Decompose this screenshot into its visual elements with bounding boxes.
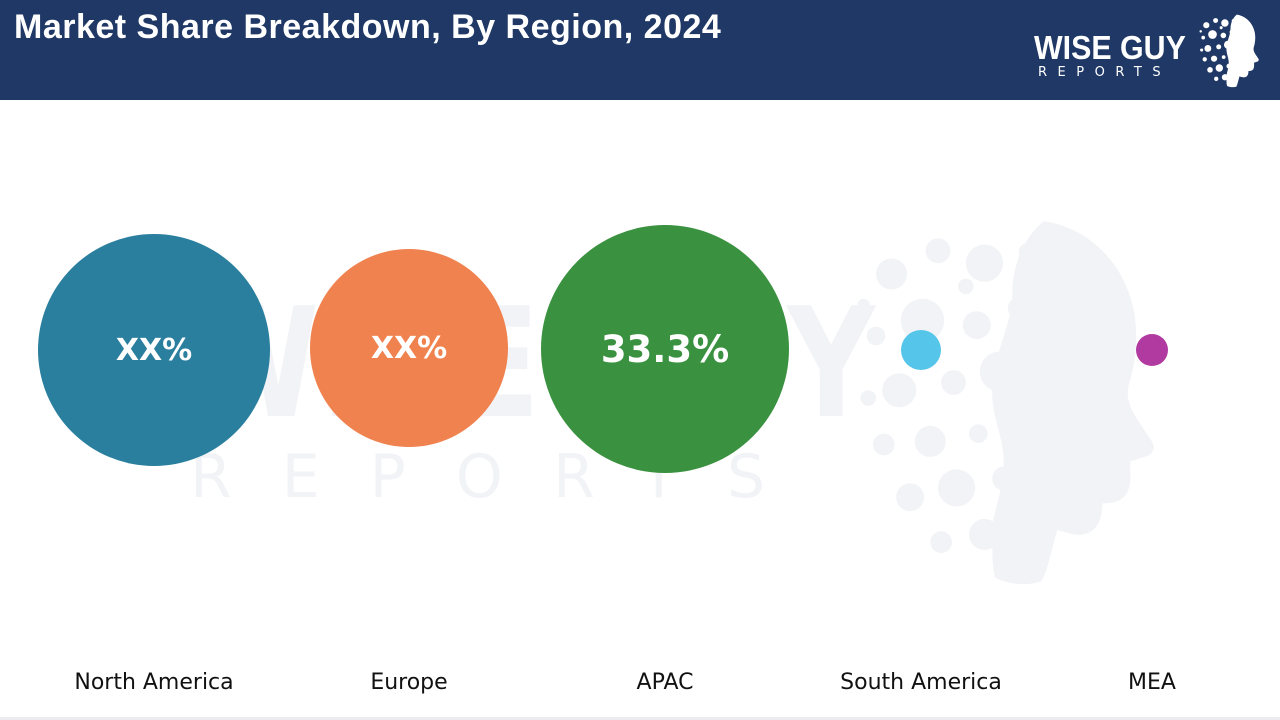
bubble-mea bbox=[1136, 334, 1168, 366]
wise-guy-reports-logo: WISE GUY REPORTS bbox=[1034, 6, 1272, 94]
category-label-apac: APAC bbox=[636, 670, 694, 695]
bottom-divider bbox=[0, 717, 1280, 720]
category-label-north-america: North America bbox=[74, 670, 234, 695]
category-label-south-america: South America bbox=[840, 670, 1002, 695]
watermark-head-icon bbox=[845, 212, 1155, 584]
bubble-south-america bbox=[901, 330, 941, 370]
bubble-value-label: XX% bbox=[115, 332, 193, 368]
bubble-apac: 33.3% bbox=[541, 225, 789, 473]
bubble-chart: WISE GUY REPORTS XX% XX% 33.3% North Ame… bbox=[0, 100, 1280, 720]
logo-head-icon bbox=[1197, 10, 1259, 90]
logo-text: WISE GUY REPORTS bbox=[1034, 28, 1199, 80]
bubble-value-label: XX% bbox=[370, 330, 448, 366]
header-bar: Market Share Breakdown, By Region, 2024 … bbox=[0, 0, 1280, 100]
bubble-north-america: XX% bbox=[38, 234, 270, 466]
category-label-europe: Europe bbox=[370, 670, 448, 695]
category-label-mea: MEA bbox=[1128, 670, 1176, 695]
logo-subtitle: REPORTS bbox=[1038, 64, 1172, 80]
logo-wordmark: WISE GUY bbox=[1034, 28, 1186, 66]
bubble-value-label: 33.3% bbox=[600, 327, 730, 371]
page-title: Market Share Breakdown, By Region, 2024 bbox=[14, 8, 722, 46]
bubble-europe: XX% bbox=[310, 249, 508, 447]
